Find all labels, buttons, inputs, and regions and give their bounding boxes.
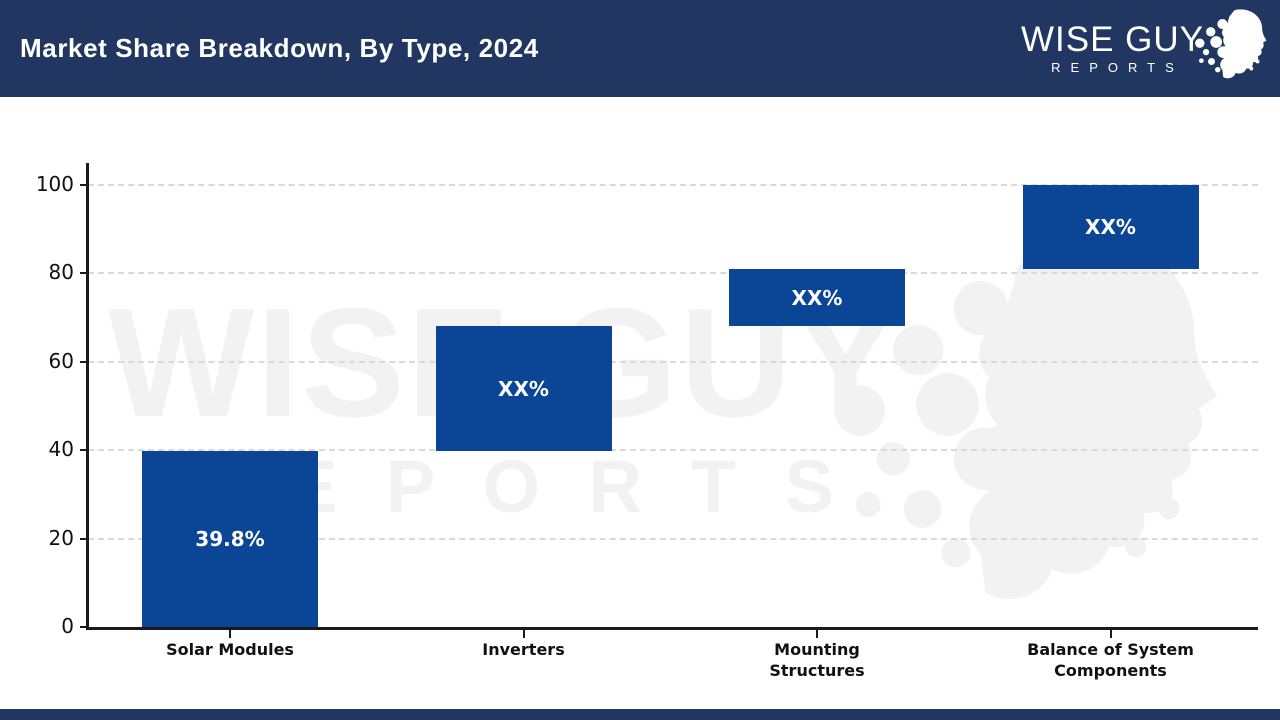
bar-balance-of-system-components: XX% <box>1022 185 1199 269</box>
x-tick-mark <box>522 629 525 638</box>
bar-value-label: XX% <box>498 376 549 401</box>
y-axis-spine <box>86 163 89 629</box>
bar-value-label: XX% <box>791 285 843 310</box>
page-title: Market Share Breakdown, By Type, 2024 <box>20 33 539 63</box>
x-category-label: Mounting Structures <box>769 640 865 680</box>
gridline <box>88 537 1258 540</box>
y-tick-mark <box>80 360 88 363</box>
x-category-label: Inverters <box>482 640 565 659</box>
header-bar: Market Share Breakdown, By Type, 2024 WI… <box>0 0 1280 97</box>
y-tick-mark <box>80 272 88 275</box>
y-tick-label: 80 <box>48 260 74 285</box>
y-tick-label: 0 <box>61 614 74 638</box>
x-tick-mark <box>1109 629 1112 638</box>
y-tick-label: 20 <box>48 525 74 550</box>
x-category-label: Balance of System Components <box>1027 640 1194 680</box>
gridline <box>88 184 1258 186</box>
gridline <box>88 272 1258 275</box>
y-tick-mark <box>80 449 88 452</box>
x-tick-mark <box>229 629 231 638</box>
brand-logo-subtext: REPORTS <box>1051 60 1184 75</box>
y-tick-label: 60 <box>48 348 74 373</box>
bar-solar-modules: 39.8% <box>142 451 318 627</box>
bar-value-label: XX% <box>1085 214 1136 239</box>
x-axis-spine <box>86 627 1258 630</box>
brand-logo: WISE GUY REPORTS <box>1021 6 1270 92</box>
footer-bar <box>0 709 1280 720</box>
y-tick-label: 40 <box>48 437 74 462</box>
brand-face-icon <box>1192 6 1270 92</box>
bar-value-label: 39.8% <box>195 527 265 552</box>
y-tick-mark <box>80 537 88 540</box>
y-tick-label: 100 <box>35 172 74 196</box>
brand-logo-wordmark: WISE GUY <box>1020 20 1204 59</box>
x-tick-mark <box>816 629 818 638</box>
x-category-label: Solar Modules <box>166 640 294 659</box>
bar-mounting-structures: XX% <box>729 268 905 327</box>
y-tick-mark <box>80 626 88 628</box>
gridline <box>88 449 1258 452</box>
gridline <box>88 360 1258 363</box>
bar-inverters: XX% <box>435 326 612 452</box>
y-tick-mark <box>80 184 88 186</box>
